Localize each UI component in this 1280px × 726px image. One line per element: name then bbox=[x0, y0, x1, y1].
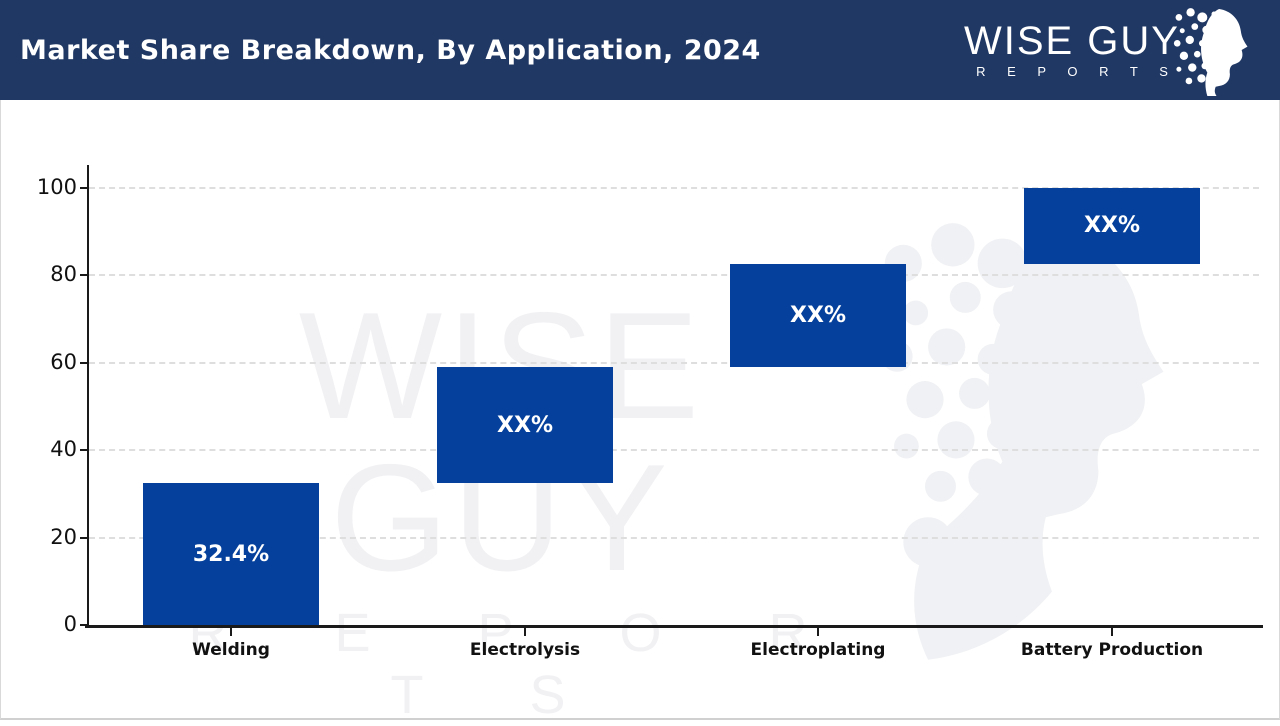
x-tick-mark bbox=[524, 628, 526, 636]
y-tick-label: 60 bbox=[50, 349, 77, 374]
gridline bbox=[89, 536, 1259, 539]
wise-guy-logo: WISE GUY R E P O R T S bbox=[964, 4, 1252, 96]
logo-subtitle: R E P O R T S bbox=[976, 64, 1177, 79]
x-tick-mark bbox=[230, 628, 232, 636]
x-tick-mark bbox=[817, 628, 819, 636]
gridline bbox=[89, 361, 1259, 364]
y-tick-label: 100 bbox=[36, 174, 77, 199]
y-tick-mark bbox=[80, 186, 89, 189]
y-axis-line bbox=[87, 165, 89, 627]
bar-value-label: XX% bbox=[1084, 213, 1140, 239]
waterfall-bar: 32.4% bbox=[143, 483, 319, 625]
chart-canvas: WISE GUY R E P O R T S 02040608010032.4%… bbox=[0, 100, 1280, 725]
y-tick-label: 20 bbox=[50, 524, 77, 549]
bar-value-label: 32.4% bbox=[192, 541, 270, 567]
header-bar: Market Share Breakdown, By Application, … bbox=[0, 0, 1280, 100]
x-axis-line bbox=[85, 625, 1263, 628]
y-tick-label: 40 bbox=[50, 437, 77, 461]
x-tick-label: Electrolysis bbox=[469, 640, 581, 660]
logo-wordmark: WISE GUY bbox=[963, 19, 1180, 63]
y-tick-label: 0 bbox=[63, 612, 77, 636]
y-tick-mark bbox=[80, 274, 89, 276]
gridline bbox=[89, 449, 1259, 451]
head-profile-icon bbox=[1173, 8, 1248, 96]
x-tick-mark bbox=[1111, 628, 1113, 636]
y-tick-mark bbox=[80, 449, 89, 451]
gridline bbox=[89, 186, 1259, 189]
waterfall-bar: XX% bbox=[437, 366, 613, 484]
watermark-head-profile-icon bbox=[881, 223, 1164, 660]
bar-value-label: XX% bbox=[497, 412, 553, 438]
bar-value-label: XX% bbox=[790, 302, 846, 328]
x-tick-label: Battery Production bbox=[1020, 640, 1204, 660]
y-tick-mark bbox=[80, 624, 89, 626]
y-tick-label: 80 bbox=[50, 262, 77, 286]
x-tick-label: Welding bbox=[192, 640, 270, 660]
y-tick-mark bbox=[80, 361, 89, 364]
gridline bbox=[89, 274, 1259, 276]
chart-title: Market Share Breakdown, By Application, … bbox=[20, 34, 761, 66]
y-tick-mark bbox=[80, 536, 89, 539]
x-tick-label: Electroplating bbox=[750, 640, 886, 660]
waterfall-bar: XX% bbox=[730, 264, 906, 367]
waterfall-bar: XX% bbox=[1024, 187, 1200, 265]
